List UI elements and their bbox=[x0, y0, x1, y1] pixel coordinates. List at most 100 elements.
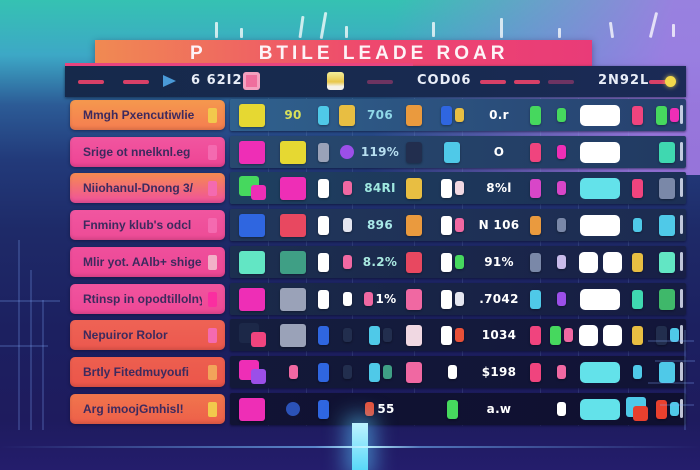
cell bbox=[274, 283, 312, 315]
row-badge-icon bbox=[208, 254, 217, 270]
cell-value: 896 bbox=[367, 218, 393, 232]
cell-value: O bbox=[493, 145, 505, 159]
cell bbox=[334, 136, 360, 168]
cell bbox=[626, 246, 648, 278]
cell bbox=[574, 99, 626, 131]
row-label-pill[interactable]: Mmgh Pxencutiwlie bbox=[70, 100, 225, 130]
cell bbox=[428, 136, 476, 168]
row-label-pill[interactable]: Nepuiror Rolor bbox=[70, 320, 225, 350]
table-row: Arg imoojGmhisl! 55 a.w bbox=[0, 393, 700, 426]
row-label-pill[interactable]: Arg imoojGmhisl! bbox=[70, 394, 225, 424]
cell bbox=[648, 356, 686, 388]
cell bbox=[626, 209, 648, 241]
cell-value: .7042 bbox=[479, 292, 519, 306]
cell: 8%l bbox=[476, 172, 522, 204]
cell bbox=[274, 172, 312, 204]
cell bbox=[312, 246, 334, 278]
row-cells: 1% .7042 bbox=[230, 283, 686, 315]
cell bbox=[230, 209, 274, 241]
row-badge-icon bbox=[208, 107, 217, 123]
cell bbox=[274, 319, 312, 351]
cell bbox=[648, 136, 686, 168]
cell: .7042 bbox=[476, 283, 522, 315]
dash-decor bbox=[649, 80, 675, 84]
row-label-pill[interactable]: Fnminy klub's odcl bbox=[70, 210, 225, 240]
cell bbox=[548, 393, 574, 425]
cell bbox=[360, 356, 400, 388]
row-label-pill[interactable]: Mlir yot. AAlb+ shige bbox=[70, 247, 225, 277]
cell bbox=[548, 209, 574, 241]
cell: 91% bbox=[476, 246, 522, 278]
dash-decor bbox=[78, 80, 104, 84]
cell bbox=[648, 246, 686, 278]
cell bbox=[230, 356, 274, 388]
cell bbox=[312, 356, 334, 388]
cell bbox=[400, 393, 428, 425]
cell: $198 bbox=[476, 356, 522, 388]
row-badge-icon bbox=[208, 144, 217, 160]
cell bbox=[548, 319, 574, 351]
cell: 119% bbox=[360, 136, 400, 168]
row-badge-icon bbox=[208, 401, 217, 417]
row-badge-icon bbox=[208, 291, 217, 307]
cell bbox=[428, 393, 476, 425]
cell bbox=[230, 99, 274, 131]
cell bbox=[522, 136, 548, 168]
cell bbox=[548, 246, 574, 278]
cell bbox=[626, 393, 648, 425]
cell bbox=[274, 246, 312, 278]
cell bbox=[626, 356, 648, 388]
pink-chip-icon bbox=[243, 72, 260, 90]
row-label-pill[interactable]: Brtly Fitedmuyoufi bbox=[70, 357, 225, 387]
title-prefix: P bbox=[190, 42, 207, 64]
cell bbox=[334, 246, 360, 278]
cell bbox=[648, 209, 686, 241]
table-row: Rtinsp in opodtillolny 1% .7042 bbox=[0, 283, 700, 316]
page-title: BTILE LEADE ROAR bbox=[258, 42, 509, 64]
dash-decor bbox=[480, 80, 506, 84]
header-code-mid: COD06 bbox=[417, 73, 472, 88]
dash-decor bbox=[514, 80, 540, 84]
cell bbox=[574, 209, 626, 241]
cell bbox=[626, 99, 648, 131]
cell bbox=[548, 136, 574, 168]
cell bbox=[312, 136, 334, 168]
cell bbox=[574, 172, 626, 204]
row-cells: 90 706 0.r bbox=[230, 99, 686, 131]
row-label-pill[interactable]: Rtinsp in opodtillolny bbox=[70, 284, 225, 314]
row-label: Niiohanul-Dnong 3/ bbox=[83, 181, 193, 195]
cell: N 106 bbox=[476, 209, 522, 241]
cell bbox=[574, 246, 626, 278]
row-label: Srige ot nnelknl.eg bbox=[83, 145, 191, 159]
table-row: Nepuiror Rolor 1034 bbox=[0, 319, 700, 352]
cell-value: 8.2% bbox=[362, 255, 398, 269]
dash-decor bbox=[367, 80, 393, 84]
cell bbox=[334, 172, 360, 204]
cell bbox=[312, 283, 334, 315]
cell bbox=[574, 319, 626, 351]
cell bbox=[334, 319, 360, 351]
cell bbox=[648, 393, 686, 425]
cell bbox=[574, 136, 626, 168]
cell bbox=[522, 172, 548, 204]
cell-value: 706 bbox=[367, 108, 393, 122]
cell bbox=[626, 136, 648, 168]
cell: O bbox=[476, 136, 522, 168]
cell bbox=[574, 393, 626, 425]
cell bbox=[428, 283, 476, 315]
row-label-pill[interactable]: Niiohanul-Dnong 3/ bbox=[70, 173, 225, 203]
cell bbox=[400, 172, 428, 204]
cell: 84RI bbox=[360, 172, 400, 204]
cell bbox=[648, 319, 686, 351]
cell bbox=[274, 356, 312, 388]
dash-decor bbox=[548, 80, 574, 84]
cell-value: 55 bbox=[377, 402, 395, 416]
cell bbox=[522, 99, 548, 131]
cell-value: 0.r bbox=[489, 108, 509, 122]
header-code-right: 2N92L bbox=[598, 73, 650, 88]
cell: 55 bbox=[360, 393, 400, 425]
row-label-pill[interactable]: Srige ot nnelknl.eg bbox=[70, 137, 225, 167]
sort-arrow-icon[interactable] bbox=[163, 75, 176, 87]
table-row: Fnminy klub's odcl 896 N 106 bbox=[0, 209, 700, 242]
